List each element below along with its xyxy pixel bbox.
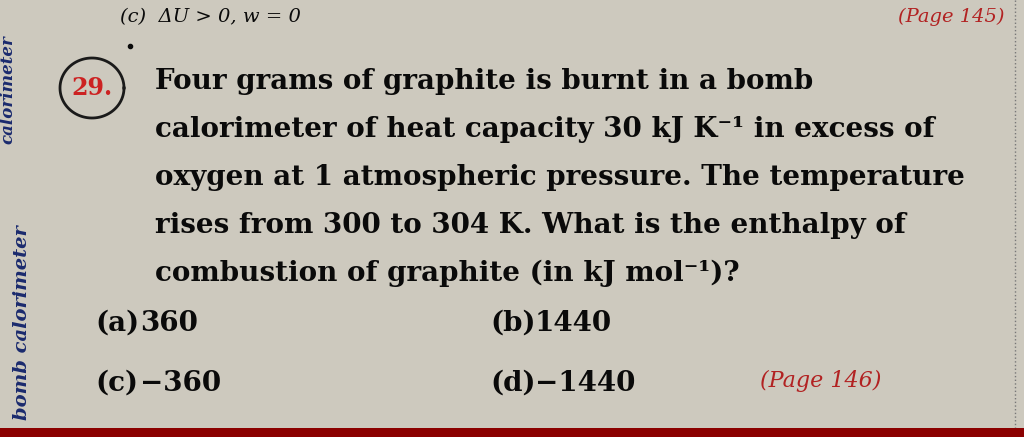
Text: (d): (d) [490,370,536,397]
Text: −360: −360 [140,370,221,397]
Text: 360: 360 [140,310,198,337]
Text: combustion of graphite (in kJ mol⁻¹)?: combustion of graphite (in kJ mol⁻¹)? [155,260,739,288]
Text: rises from 300 to 304 K. What is the enthalpy of: rises from 300 to 304 K. What is the ent… [155,212,906,239]
Text: Four grams of graphite is burnt in a bomb: Four grams of graphite is burnt in a bom… [155,68,813,95]
Text: 29.: 29. [72,76,113,100]
Text: (Page 146): (Page 146) [760,370,882,392]
Text: 1440: 1440 [535,310,612,337]
Text: (c)  ΔU > 0, w = 0: (c) ΔU > 0, w = 0 [120,8,301,26]
Bar [0,428,1024,437]
Text: (b): (b) [490,310,536,337]
Text: (a): (a) [95,310,139,337]
Text: (Page 145): (Page 145) [898,8,1005,26]
Text: calorimeter: calorimeter [0,35,16,144]
Text: bomb calorimeter: bomb calorimeter [13,225,31,420]
Text: −1440: −1440 [535,370,635,397]
Text: oxygen at 1 atmospheric pressure. The temperature: oxygen at 1 atmospheric pressure. The te… [155,164,965,191]
Text: (c): (c) [95,370,138,397]
Text: calorimeter of heat capacity 30 kJ K⁻¹ in excess of: calorimeter of heat capacity 30 kJ K⁻¹ i… [155,116,935,143]
